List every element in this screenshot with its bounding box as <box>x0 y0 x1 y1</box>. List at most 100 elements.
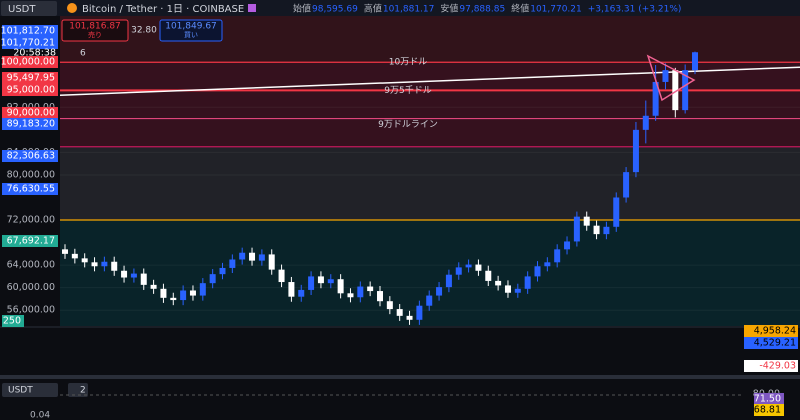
candle-body <box>111 261 118 271</box>
candle-body <box>623 172 630 198</box>
zone <box>60 146 800 221</box>
price-badge-label: 95,497.95 <box>7 73 55 84</box>
candle-body <box>71 253 78 259</box>
buy-button[interactable] <box>159 19 223 42</box>
candle-body <box>544 262 551 267</box>
candle-body <box>603 226 610 235</box>
candle-body <box>504 285 511 293</box>
candle-body <box>140 273 147 285</box>
y-tick-label: 80,000.00 <box>7 169 55 180</box>
candle-body <box>613 197 620 227</box>
ohlc-label: 安値 <box>440 3 458 15</box>
triangle-drawing <box>646 54 696 102</box>
rsi-badge-label: 68.81 <box>754 405 781 416</box>
candle-body <box>130 273 137 278</box>
price-badge-label: 250 <box>3 316 21 327</box>
macd-badge <box>744 325 798 337</box>
rsi-count-box <box>68 383 88 397</box>
price-badge <box>2 25 58 37</box>
macd-badge <box>744 360 798 372</box>
candle-body <box>278 269 285 283</box>
price-badge-label: 101,770.21 <box>1 38 55 49</box>
candle-body <box>573 216 580 242</box>
candle-body <box>692 52 698 71</box>
candle-body <box>534 266 541 277</box>
buy-label: 買い <box>184 31 198 39</box>
rsi-badge <box>754 404 784 416</box>
candle-body <box>682 70 689 111</box>
candle-body <box>524 276 531 289</box>
candle-body <box>455 267 462 275</box>
candle-body <box>485 270 492 281</box>
level-label: 9万ドルライン <box>378 119 438 130</box>
rsi-quote-box[interactable] <box>2 383 58 397</box>
price-badge-label: 76,630.55 <box>7 184 55 195</box>
candle-body <box>377 291 383 302</box>
change: +3,163.31 (+3.21%) <box>588 5 682 15</box>
price-badge <box>2 37 58 49</box>
candle-body <box>229 259 236 268</box>
price-badge <box>2 235 58 247</box>
ohlc-label: 高値 <box>364 3 382 15</box>
price-badge <box>2 183 58 195</box>
candle-body <box>465 264 472 268</box>
ohlc-value: 98,595.69 <box>312 5 358 15</box>
candle-body <box>62 249 68 254</box>
quote: USDT <box>8 4 36 15</box>
rsi-count: 2 <box>80 386 86 396</box>
candle-body <box>101 261 108 267</box>
sell-button[interactable] <box>61 19 129 42</box>
candle-body <box>199 283 206 296</box>
candle-body <box>317 276 324 284</box>
price-badge-label: 101,812.70 <box>1 26 55 37</box>
y-tick-label: 72,000.00 <box>7 215 55 226</box>
price-badge <box>2 56 58 68</box>
candle-body <box>219 267 226 275</box>
rsi-badge <box>754 393 784 405</box>
candle-body <box>209 274 216 284</box>
ohlc-value: 97,888.85 <box>459 5 505 15</box>
quote-selector[interactable] <box>1 1 57 16</box>
macd-badge <box>744 337 798 349</box>
price-badge-label: 82,306.63 <box>7 151 55 162</box>
ohlc-value: 101,770.21 <box>530 5 582 15</box>
macd-badge-label: 4,958.24 <box>754 326 796 337</box>
candle-body <box>426 295 433 306</box>
candle-body <box>258 254 265 261</box>
price-badge-label: 90,000.00 <box>7 108 55 119</box>
candle-body <box>308 276 315 290</box>
candle-body <box>662 70 669 82</box>
coin-icon <box>67 3 77 13</box>
rsi-quote: USDT <box>8 386 33 396</box>
candle-body <box>642 115 649 130</box>
candle-body <box>632 129 639 173</box>
buy-price: 101,849.67 <box>165 22 217 32</box>
y-tick-label: 56,000.00 <box>7 305 55 316</box>
candle-body <box>91 262 98 267</box>
price-badge <box>2 84 58 96</box>
price-badge <box>2 150 58 162</box>
candle-body <box>495 280 502 286</box>
candle-body <box>367 286 374 292</box>
y-tick-label: 64,000.00 <box>7 260 55 271</box>
candle-body <box>170 297 177 301</box>
candle-body <box>445 274 452 288</box>
candle-body <box>268 254 275 270</box>
candle-body <box>416 305 423 320</box>
level-label: 10万ドル <box>389 58 427 68</box>
candle-body <box>672 70 679 111</box>
price-badge-label: 67,692.17 <box>7 236 55 247</box>
price-badge <box>2 118 58 130</box>
candle-body <box>564 241 571 250</box>
candle-body <box>337 279 344 294</box>
price-badge <box>2 315 24 327</box>
candle-body <box>298 289 305 297</box>
candle-body <box>347 293 354 298</box>
candle-body <box>554 249 561 263</box>
price-badge-label: 100,000.00 <box>1 57 55 68</box>
ohlc-value: 101,881.17 <box>383 5 435 15</box>
zone <box>60 62 800 147</box>
macd-badge-label: 4,529.21 <box>754 338 796 349</box>
y-tick-label: 60,000.00 <box>7 282 55 293</box>
candle-body <box>160 288 167 298</box>
